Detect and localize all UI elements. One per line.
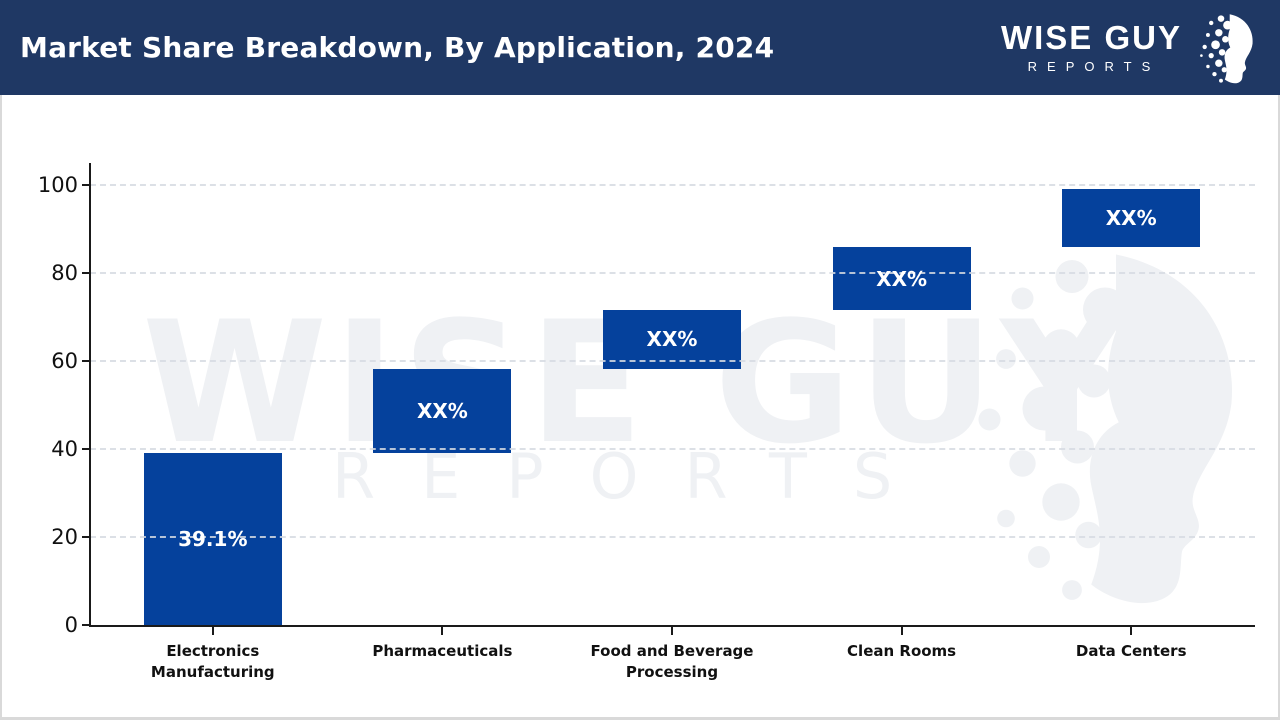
x-category-label-line: Food and Beverage — [590, 642, 754, 660]
logo-text: WISE GUY REPORTS — [1001, 21, 1182, 74]
y-tick-label-20: 20 — [51, 525, 78, 549]
x-category-label-clean-rooms: Clean Rooms — [787, 641, 1017, 662]
y-tick-label-40: 40 — [51, 437, 78, 461]
y-tick-label-0: 0 — [64, 613, 78, 637]
x-category-label-data-centers: Data Centers — [1016, 641, 1246, 662]
header: Market Share Breakdown, By Application, … — [0, 0, 1280, 95]
y-tick-40 — [82, 448, 90, 450]
gridline-20 — [90, 536, 1255, 538]
gridline-60 — [90, 360, 1255, 362]
x-category-label-line: Manufacturing — [150, 663, 275, 681]
chart-title: Market Share Breakdown, By Application, … — [20, 31, 775, 64]
x-category-label-line: Data Centers — [1075, 642, 1187, 660]
x-tick-food-and-beverage-processing — [671, 627, 673, 635]
y-tick-20 — [82, 536, 90, 538]
bar-clean-rooms — [832, 247, 971, 310]
waterfall-chart: WISE GUY REPORTS 0 20 40 60 80 100 39.1% Electr… — [2, 95, 1278, 715]
x-category-label-line: Processing — [625, 663, 719, 681]
y-tick-label-60: 60 — [51, 349, 78, 373]
bar-electronics-manufacturing — [143, 452, 282, 625]
x-category-label-line: Clean Rooms — [847, 642, 957, 660]
x-tick-pharmaceuticals — [441, 627, 444, 635]
x-tick-clean-rooms — [900, 627, 903, 635]
wiseguy-logo: WISE GUY REPORTS — [1001, 11, 1254, 85]
y-tick-label-100: 100 — [37, 173, 78, 197]
bar-value-label-food-and-beverage-processing: XX% — [646, 327, 698, 352]
gridline-80 — [90, 272, 1255, 274]
x-axis-line — [89, 625, 1255, 627]
x-tick-data-centers — [1130, 627, 1133, 635]
y-tick-100 — [82, 184, 90, 186]
bar-pharmaceuticals — [373, 368, 512, 453]
gridline-100 — [90, 184, 1255, 186]
x-category-label-electronics-manufacturing: Electronics Manufacturing — [98, 641, 328, 683]
bar-value-label-clean-rooms: XX% — [876, 266, 928, 291]
logo-wordmark: WISE GUY — [1000, 19, 1182, 56]
gridline-40 — [90, 448, 1255, 450]
y-tick-0 — [82, 624, 90, 626]
bar-value-label-data-centers: XX% — [1105, 206, 1157, 231]
bar-food-and-beverage-processing — [603, 309, 741, 369]
y-tick-60 — [82, 360, 90, 362]
y-axis-line — [89, 163, 91, 627]
y-tick-80 — [82, 272, 90, 274]
y-tick-label-80: 80 — [51, 261, 78, 285]
x-category-label-line: Electronics — [166, 642, 260, 660]
bar-data-centers — [1062, 188, 1201, 248]
x-category-label-food-and-beverage-processing: Food and Beverage Processing — [557, 641, 787, 683]
x-category-label-line: Pharmaceuticals — [372, 642, 513, 660]
dotted-head-icon — [1200, 13, 1253, 83]
bar-value-label-pharmaceuticals: XX% — [416, 398, 468, 423]
x-tick-electronics-manufacturing — [211, 627, 214, 635]
logo-subtitle: REPORTS — [1027, 59, 1161, 74]
x-category-label-pharmaceuticals: Pharmaceuticals — [327, 641, 557, 662]
bar-value-label-electronics-manufacturing: 39.1% — [178, 526, 248, 551]
